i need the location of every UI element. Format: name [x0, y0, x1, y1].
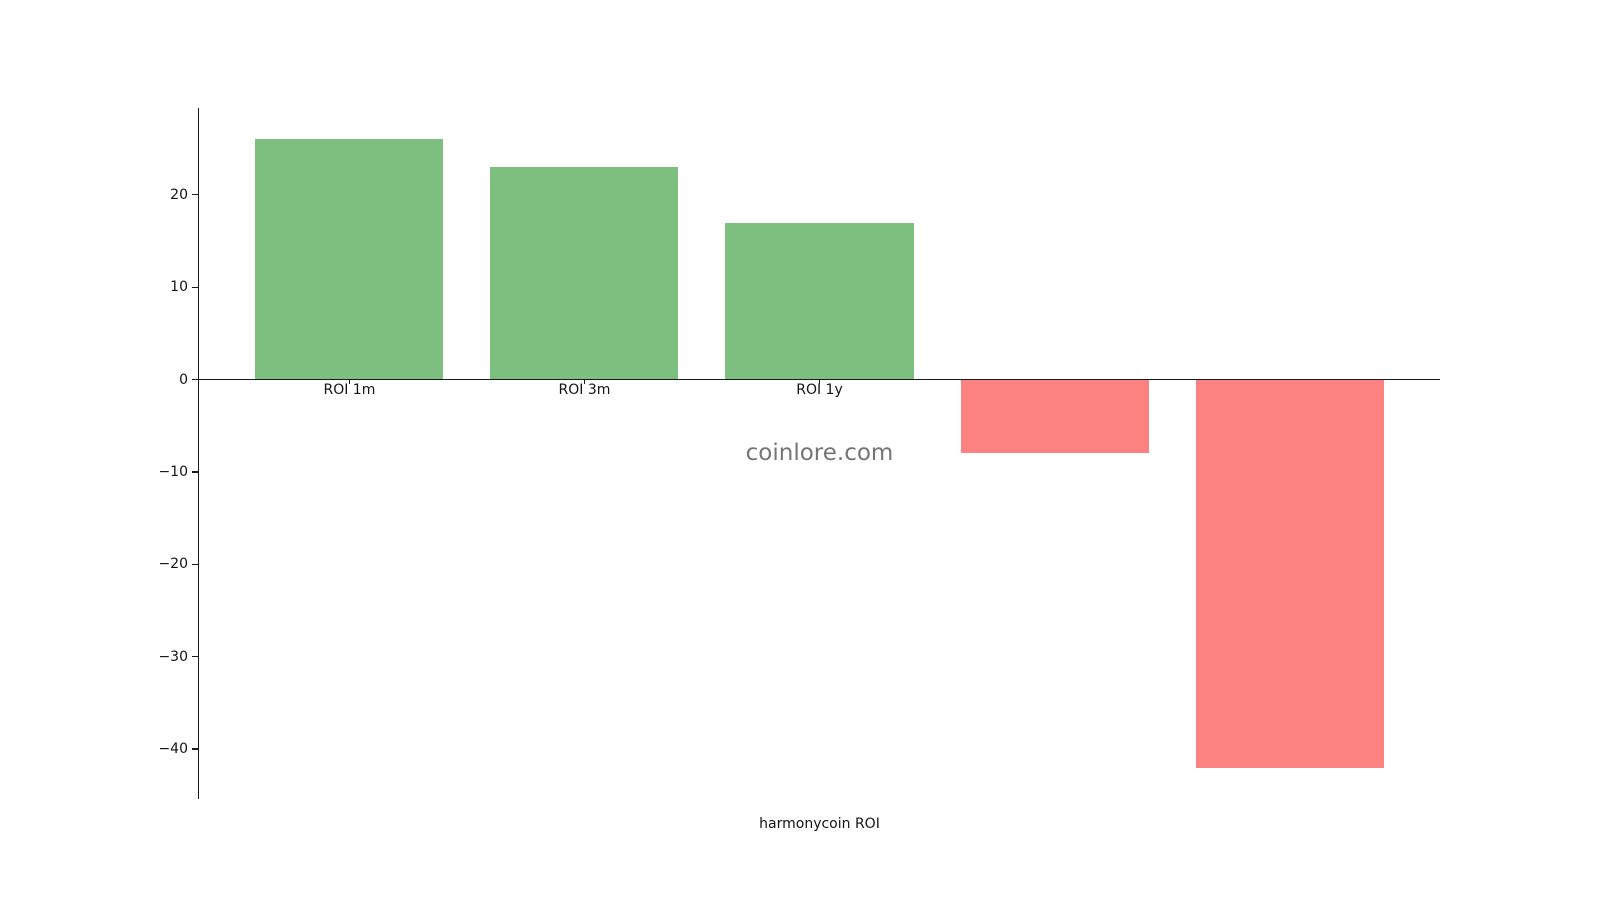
- bar-neg-3: [960, 379, 1149, 454]
- y-tick-mark: [192, 656, 198, 658]
- x-tick-mark: [348, 379, 351, 385]
- watermark-text: coinlore.com: [745, 440, 894, 466]
- y-tick-mark: [192, 563, 198, 565]
- y-tick-mark: [192, 286, 198, 288]
- y-tick-mark: [192, 378, 198, 381]
- y-tick-label: −40: [158, 741, 188, 758]
- y-tick-label: −30: [158, 648, 188, 665]
- bar-roi-3m: [490, 167, 679, 380]
- y-tick-mark: [192, 194, 198, 196]
- x-tick-label: ROI 1m: [323, 381, 376, 398]
- bar-roi-1y: [725, 222, 914, 380]
- y-tick-label: 0: [179, 371, 188, 388]
- x-tick-mark: [818, 379, 821, 385]
- y-tick-label: 10: [170, 279, 188, 296]
- x-tick-label: ROI 1y: [796, 381, 843, 398]
- y-tick-label: −10: [158, 463, 188, 480]
- y-tick-mark: [192, 748, 198, 750]
- y-tick-mark: [192, 471, 198, 473]
- chart-title: harmonycoin ROI: [759, 816, 880, 832]
- x-tick-mark: [583, 379, 586, 385]
- y-tick-label: −20: [158, 556, 188, 573]
- x-axis-zero-line: [199, 378, 1440, 381]
- x-tick-label: ROI 3m: [558, 381, 611, 398]
- bar-neg-4: [1195, 379, 1384, 768]
- bar-roi-1m: [255, 139, 444, 380]
- y-axis-spine: [197, 108, 199, 799]
- y-tick-label: 20: [170, 186, 188, 203]
